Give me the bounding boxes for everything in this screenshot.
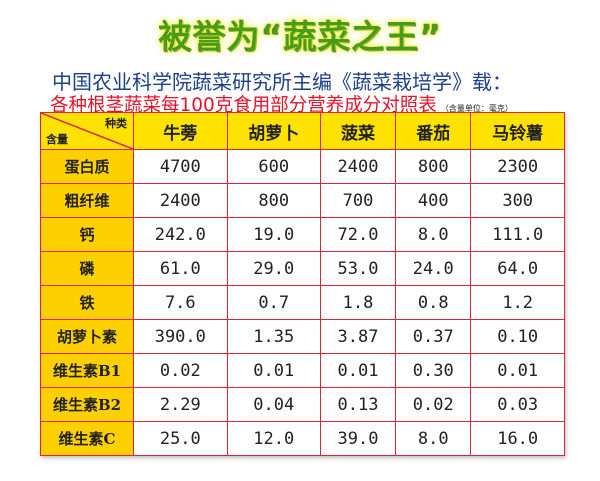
table-row: 维生素B2 2.29 0.04 0.13 0.02 0.03 [40, 387, 565, 422]
table-title-text: 各种根茎蔬菜每100克食用部分营养成分对照表 [50, 95, 437, 116]
table-cell: 0.01 [470, 353, 565, 388]
table-cell: 0.37 [395, 319, 472, 354]
table-cell: 0.04 [226, 387, 321, 422]
table-cell: 2400 [133, 183, 228, 218]
table-cell: 39.0 [319, 421, 397, 456]
table-row: 维生素B1 0.02 0.01 0.01 0.30 0.01 [40, 353, 565, 388]
row-header: 粗纤维 [40, 183, 134, 218]
row-header: 维生素B2 [40, 387, 134, 422]
table-row: 维生素C 25.0 12.0 39.0 8.0 16.0 [40, 421, 565, 456]
row-header: 胡萝卜素 [40, 319, 134, 354]
row-header: 维生素C [40, 421, 134, 456]
column-header: 番茄 [395, 112, 472, 150]
table-row: 磷 61.0 29.0 53.0 24.0 64.0 [40, 251, 565, 286]
table-cell: 600 [226, 149, 321, 184]
table-cell: 16.0 [470, 421, 565, 456]
table-row: 粗纤维 2400 800 700 400 300 [40, 183, 565, 218]
table-cell: 2.29 [133, 387, 228, 422]
table-row: 钙 242.0 19.0 72.0 8.0 111.0 [40, 217, 565, 252]
source-subtitle: 中国农业科学院蔬菜研究所主编《蔬菜栽培学》载： [52, 70, 512, 94]
column-header: 菠菜 [319, 112, 397, 150]
table-cell: 800 [395, 149, 472, 184]
table-cell: 4700 [133, 149, 228, 184]
corner-bottom-label: 含量 [46, 133, 68, 146]
table-cell: 2400 [319, 149, 397, 184]
page-title: 被誉为“蔬菜之王” [158, 17, 442, 56]
row-header: 磷 [40, 251, 134, 286]
table-cell: 1.8 [319, 285, 397, 320]
table-cell: 53.0 [319, 251, 397, 286]
table-cell: 400 [395, 183, 472, 218]
table-title: 各种根茎蔬菜每100克食用部分营养成分对照表 （含量单位：毫克） [50, 91, 513, 117]
table-cell: 300 [470, 183, 565, 218]
table-cell: 0.02 [133, 353, 228, 388]
table-cell: 61.0 [133, 251, 228, 286]
row-header: 铁 [40, 285, 134, 320]
table-cell: 12.0 [226, 421, 321, 456]
table-row: 铁 7.6 0.7 1.8 0.8 1.2 [40, 285, 565, 320]
table-cell: 8.0 [395, 421, 472, 456]
row-header: 钙 [40, 217, 134, 252]
table-cell: 0.03 [470, 387, 565, 422]
corner-top-label: 种类 [105, 117, 127, 130]
row-header: 蛋白质 [40, 149, 134, 184]
table-cell: 64.0 [470, 251, 565, 286]
column-header: 牛蒡 [133, 112, 228, 150]
table-cell: 0.13 [319, 387, 397, 422]
table-cell: 242.0 [133, 217, 228, 252]
table-row: 蛋白质 4700 600 2400 800 2300 [40, 149, 565, 184]
table-cell: 8.0 [395, 217, 472, 252]
column-header: 马铃薯 [470, 112, 565, 150]
table-cell: 0.8 [395, 285, 472, 320]
table-cell: 2300 [470, 149, 565, 184]
table-cell: 700 [319, 183, 397, 218]
table-cell: 0.01 [226, 353, 321, 388]
header-row: 种类 含量 牛蒡 胡萝卜 菠菜 番茄 马铃薯 [40, 112, 565, 150]
table-cell: 3.87 [319, 319, 397, 354]
table-cell: 1.2 [470, 285, 565, 320]
table-cell: 0.02 [395, 387, 472, 422]
table-cell: 111.0 [470, 217, 565, 252]
table-cell: 7.6 [133, 285, 228, 320]
table-cell: 25.0 [133, 421, 228, 456]
table-cell: 24.0 [395, 251, 472, 286]
diagonal-divider [41, 113, 133, 149]
table-cell: 0.10 [470, 319, 565, 354]
table-cell: 800 [226, 183, 321, 218]
table-cell: 29.0 [226, 251, 321, 286]
table-cell: 0.01 [319, 353, 397, 388]
table-cell: 0.30 [395, 353, 472, 388]
row-header: 维生素B1 [40, 353, 134, 388]
column-header: 胡萝卜 [226, 112, 321, 150]
nutrition-table: 种类 含量 牛蒡 胡萝卜 菠菜 番茄 马铃薯 蛋白质 4700 600 2400 800… [40, 112, 565, 456]
table-cell: 0.7 [226, 285, 321, 320]
table-cell: 19.0 [226, 217, 321, 252]
table-cell: 72.0 [319, 217, 397, 252]
table-cell: 1.35 [226, 319, 321, 354]
unit-note: （含量单位：毫克） [440, 104, 513, 113]
table-row: 胡萝卜素 390.0 1.35 3.87 0.37 0.10 [40, 319, 565, 354]
corner-cell: 种类 含量 [40, 112, 134, 150]
table-cell: 390.0 [133, 319, 228, 354]
